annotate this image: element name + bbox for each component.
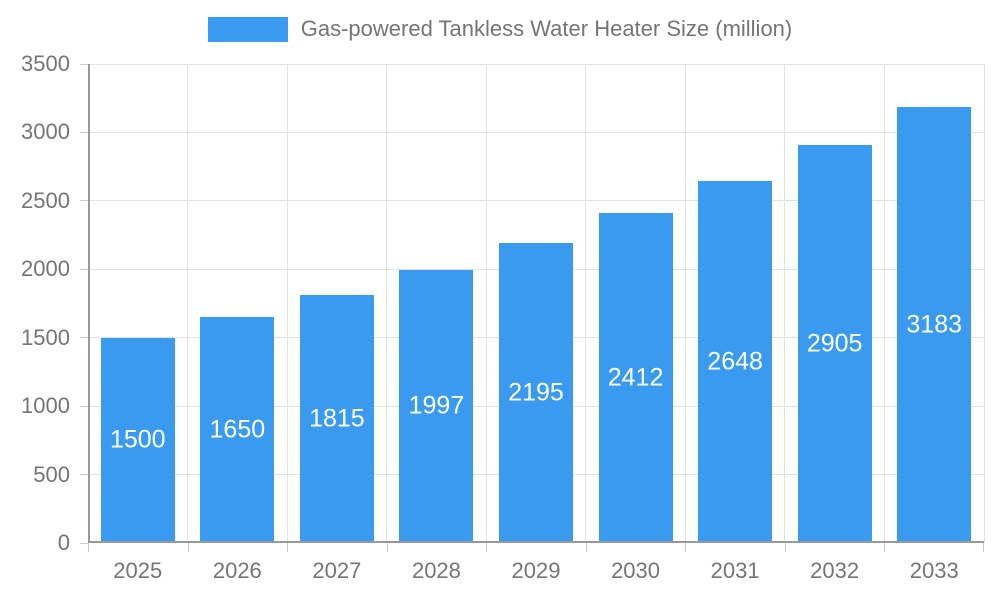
- bars-layer: 1500 1650 1815 1997 2195 2412 2648 2905 3183: [88, 64, 984, 543]
- y-tick-500: [80, 474, 88, 476]
- x-axis-label-2033: 2033: [909, 558, 959, 583]
- h-gridline-2500: [88, 200, 984, 202]
- x-tick-8: [884, 543, 886, 552]
- bar-value-label-2028: 1997: [408, 391, 465, 420]
- y-axis-label-3500: 3500: [21, 51, 70, 76]
- h-gridline-3000: [88, 131, 984, 133]
- bar-value-label-2026: 1650: [209, 415, 266, 444]
- x-tick-1: [187, 543, 189, 552]
- y-tick-3000: [80, 131, 88, 133]
- x-axis-label-2030: 2030: [611, 558, 661, 583]
- v-gridline-7: [784, 64, 786, 543]
- x-tick-7: [784, 543, 786, 552]
- y-axis-line: [88, 64, 90, 543]
- y-axis-label-500: 500: [33, 461, 70, 487]
- bar-2032[interactable]: 2905: [797, 145, 872, 543]
- v-gridline-5: [585, 64, 587, 543]
- v-gridline-9: [983, 64, 985, 543]
- bar-2028[interactable]: 1997: [399, 269, 474, 543]
- bar-2025[interactable]: 1500: [100, 337, 175, 543]
- bar-2026[interactable]: 1650: [200, 317, 275, 543]
- bar-2029[interactable]: 2195: [499, 242, 573, 543]
- x-tick-3: [386, 543, 388, 552]
- x-axis-label-2027: 2027: [312, 558, 362, 583]
- y-tick-3500: [80, 63, 88, 65]
- plot-area: 1500 1650 1815 1997 2195 2412 2648 2905 3183: [80, 63, 985, 552]
- bar-2027[interactable]: 1815: [299, 294, 374, 543]
- bar-2030[interactable]: 2412: [598, 212, 673, 543]
- h-gridline-3500: [88, 63, 984, 65]
- x-tick-9: [983, 543, 984, 552]
- x-tick-4: [486, 543, 488, 552]
- y-axis-label-2000: 2000: [21, 256, 70, 282]
- v-gridline-4: [485, 64, 487, 543]
- bar-value-label-2029: 2195: [508, 378, 564, 407]
- y-tick-0: [80, 542, 88, 544]
- bar-value-label-2032: 2905: [806, 329, 863, 358]
- v-gridline-6: [684, 64, 686, 543]
- legend[interactable]: Gas-powered Tankless Water Heater Size (…: [0, 16, 1000, 42]
- v-gridline-3: [386, 64, 388, 543]
- bar-value-label-2033: 3183: [906, 310, 963, 339]
- bar-value-label-2031: 2648: [707, 347, 763, 376]
- x-axis-label-2026: 2026: [212, 558, 262, 583]
- bar-2031[interactable]: 2648: [698, 180, 773, 543]
- y-axis-label-3000: 3000: [21, 119, 70, 145]
- bar-value-label-2030: 2412: [607, 363, 664, 392]
- x-tick-5: [585, 543, 587, 552]
- x-tick-0: [88, 543, 89, 552]
- y-tick-2500: [80, 200, 88, 202]
- v-gridline-2: [286, 64, 288, 543]
- x-tick-2: [287, 543, 289, 552]
- bar-2033[interactable]: 3183: [897, 107, 972, 543]
- x-axis-line: [88, 541, 984, 543]
- y-axis-label-1000: 1000: [21, 393, 70, 419]
- y-axis-label-2500: 2500: [21, 187, 70, 213]
- y-axis-label-0: 0: [57, 530, 70, 555]
- v-gridline-1: [187, 64, 189, 543]
- x-axis-label-2029: 2029: [511, 558, 561, 583]
- x-tick-6: [685, 543, 687, 552]
- v-gridline-8: [883, 64, 885, 543]
- x-axis-label-2032: 2032: [810, 558, 860, 583]
- bar-value-label-2027: 1815: [309, 404, 365, 433]
- x-axis-label-2028: 2028: [411, 558, 461, 583]
- x-axis-label-2025: 2025: [113, 558, 163, 583]
- y-tick-1500: [80, 337, 88, 339]
- bar-value-label-2025: 1500: [109, 425, 166, 454]
- y-tick-1000: [80, 405, 88, 407]
- y-tick-2000: [80, 268, 88, 270]
- legend-label: Gas-powered Tankless Water Heater Size (…: [300, 16, 793, 41]
- x-axis-label-2031: 2031: [710, 558, 760, 583]
- y-axis-label-1500: 1500: [21, 324, 70, 350]
- legend-swatch: [207, 16, 288, 42]
